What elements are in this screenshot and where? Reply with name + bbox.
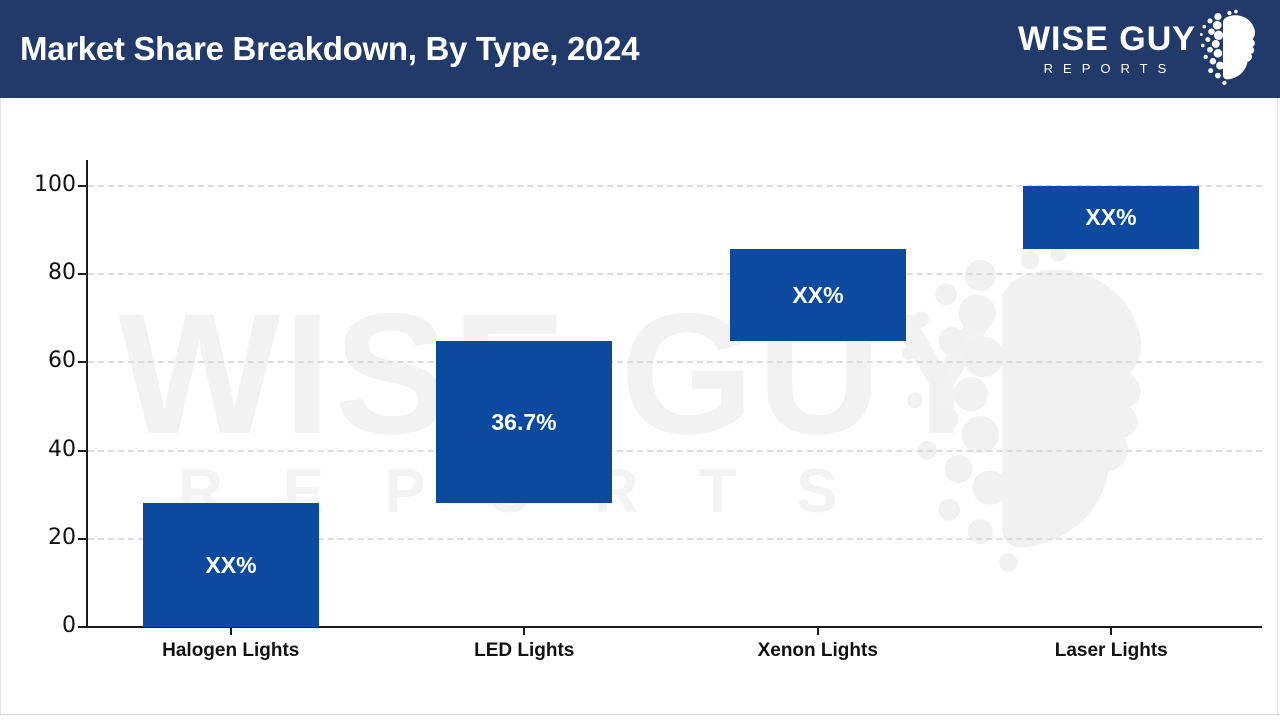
left-edge-line [0,98,1,714]
bar-value-label: XX% [205,551,257,578]
bar-value-label: 36.7% [491,408,557,435]
y-axis-tick [78,537,87,540]
brand-logo-text: WISE GUY REPORTS [1018,22,1196,76]
x-axis-category-label: Laser Lights [1054,640,1168,661]
y-axis-tick-label: 0 [62,613,76,638]
y-axis-line [86,160,88,628]
y-axis-tick [78,626,87,628]
bar-laser-lights: XX% [1023,186,1199,249]
y-axis-tick-label: 60 [48,348,76,374]
y-axis-tick [78,185,87,187]
grid-line [88,185,1262,187]
x-axis-line [86,626,1262,628]
y-axis-tick [78,449,87,452]
y-axis-tick [78,361,87,364]
y-axis-tick-label: 40 [48,436,76,462]
bar-halogen-lights: XX% [143,503,319,627]
y-axis-tick [78,273,87,276]
y-axis-tick-label: 80 [48,260,76,286]
watermark-dotted-head-icon [902,245,1142,572]
right-edge-line [1277,98,1278,714]
x-axis-tick [229,628,232,635]
bar-value-label: XX% [792,281,844,308]
bar-led-lights: 36.7% [436,341,612,503]
x-axis-tick [816,628,819,635]
x-axis-tick [523,628,526,635]
x-axis-tick [1110,628,1113,635]
bar-value-label: XX% [1085,204,1137,230]
bottom-edge-line [0,714,1280,715]
dotted-head-logo-icon [1199,9,1256,85]
brand-logo: WISE GUY REPORTS [1018,9,1264,89]
y-axis-tick-label: 20 [48,524,76,550]
x-axis-category-label: Halogen Lights [162,640,300,661]
y-axis-tick-label: 100 [34,172,76,197]
grid-line [88,537,1262,540]
brand-subtitle: REPORTS [1043,61,1177,76]
bar-xenon-lights: XX% [730,249,906,341]
x-axis-category-label: Xenon Lights [757,640,878,661]
brand-wordmark: WISE GUY [1017,20,1196,58]
grid-line [88,273,1262,276]
grid-line [88,361,1262,364]
page-title: Market Share Breakdown, By Type, 2024 [20,30,640,67]
header: Market Share Breakdown, By Type, 2024 WI… [0,0,1280,98]
grid-line [88,449,1262,452]
x-axis-category-label: LED Lights [474,640,575,661]
